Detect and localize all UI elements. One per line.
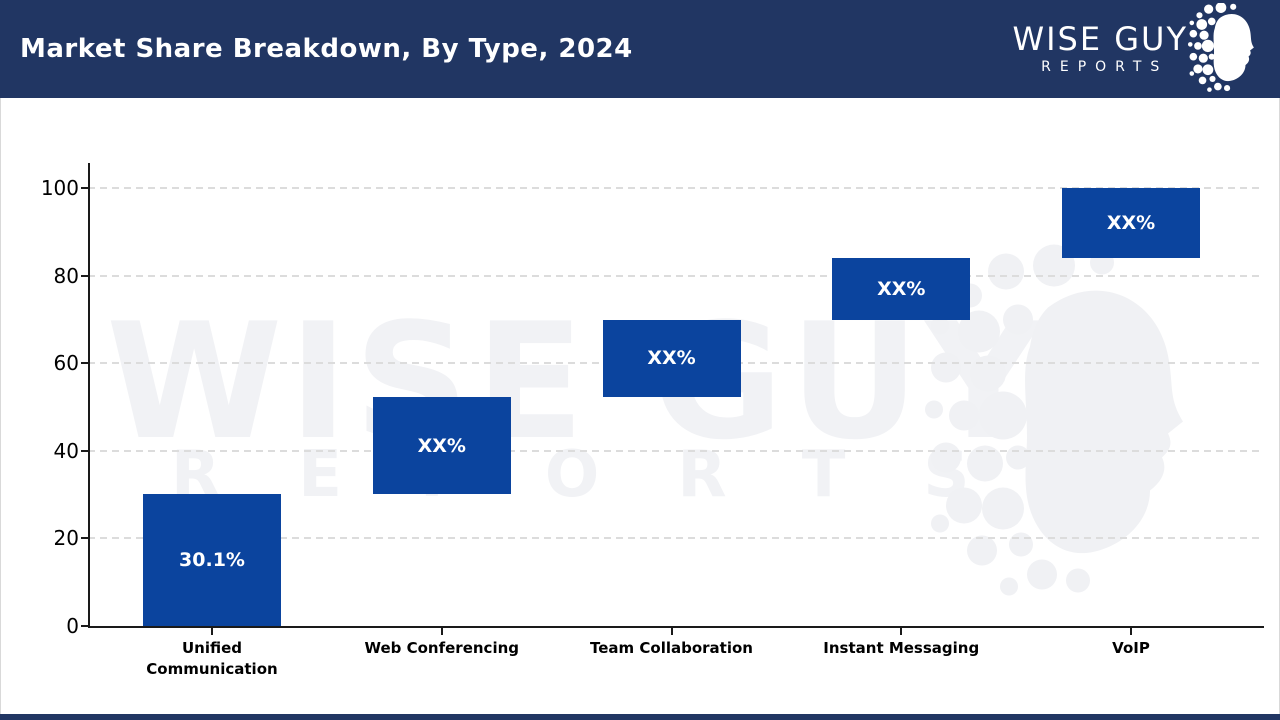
y-tick-label: 100 [40,176,79,200]
bar-value-label: XX% [877,277,926,300]
watermark-head-icon [925,244,1183,596]
x-category-label: VoIP [1112,639,1150,657]
gridline [88,449,1264,452]
x-category-label: Instant Messaging [823,639,980,657]
bar-team-collaboration: XX% [602,319,741,397]
bar-unified-communication: 30.1% [143,494,281,626]
y-axis-tick [81,362,88,365]
gridline [88,537,1264,540]
y-tick-label: 20 [53,526,79,551]
bar-voip: XX% [1062,188,1200,259]
x-axis-tick [1130,628,1132,635]
x-category-label: Team Collaboration [590,639,753,657]
page-title: Market Share Breakdown, By Type, 2024 [20,34,633,64]
x-category-label: Web Conferencing [364,639,520,657]
gridline [88,274,1264,277]
y-axis-line [88,163,90,628]
x-category-label: Unified Communication [146,639,278,678]
y-axis-tick [81,187,88,189]
x-axis-tick [670,628,673,635]
bar-instant-messaging: XX% [832,258,971,320]
y-axis-tick [81,449,88,452]
brand-logo: WISE GUY REPORTS [1012,3,1266,95]
chart-area: WISE GUY REPORTS 0 20 40 60 80 100 30.1% Unifie… [0,98,1280,714]
brand-logo-text: WISE GUY REPORTS [1012,22,1188,76]
bar-value-label: 30.1% [179,549,245,572]
x-axis-tick [440,628,443,635]
y-tick-label: 0 [66,614,79,638]
bar-value-label: XX% [1106,212,1156,235]
x-axis-tick [900,628,903,635]
x-axis-tick [211,628,213,635]
bar-value-label: XX% [647,347,696,370]
y-tick-label: 40 [53,438,79,463]
x-axis-line [88,626,1264,628]
y-axis-tick [81,274,88,277]
y-axis-tick [81,625,88,627]
y-axis-tick [81,537,88,540]
y-tick-label: 60 [53,351,79,376]
dotted-head-logo-icon [1187,3,1254,92]
brand-name: WISE GUY [1012,20,1188,58]
bar-value-label: XX% [417,434,466,457]
brand-subtitle: REPORTS [1041,59,1169,75]
bar-web-conferencing: XX% [372,396,511,495]
footer-bar [0,714,1280,720]
y-tick-label: 80 [53,263,79,288]
header-bar: Market Share Breakdown, By Type, 2024 WI… [0,0,1280,98]
gridline [88,187,1264,189]
